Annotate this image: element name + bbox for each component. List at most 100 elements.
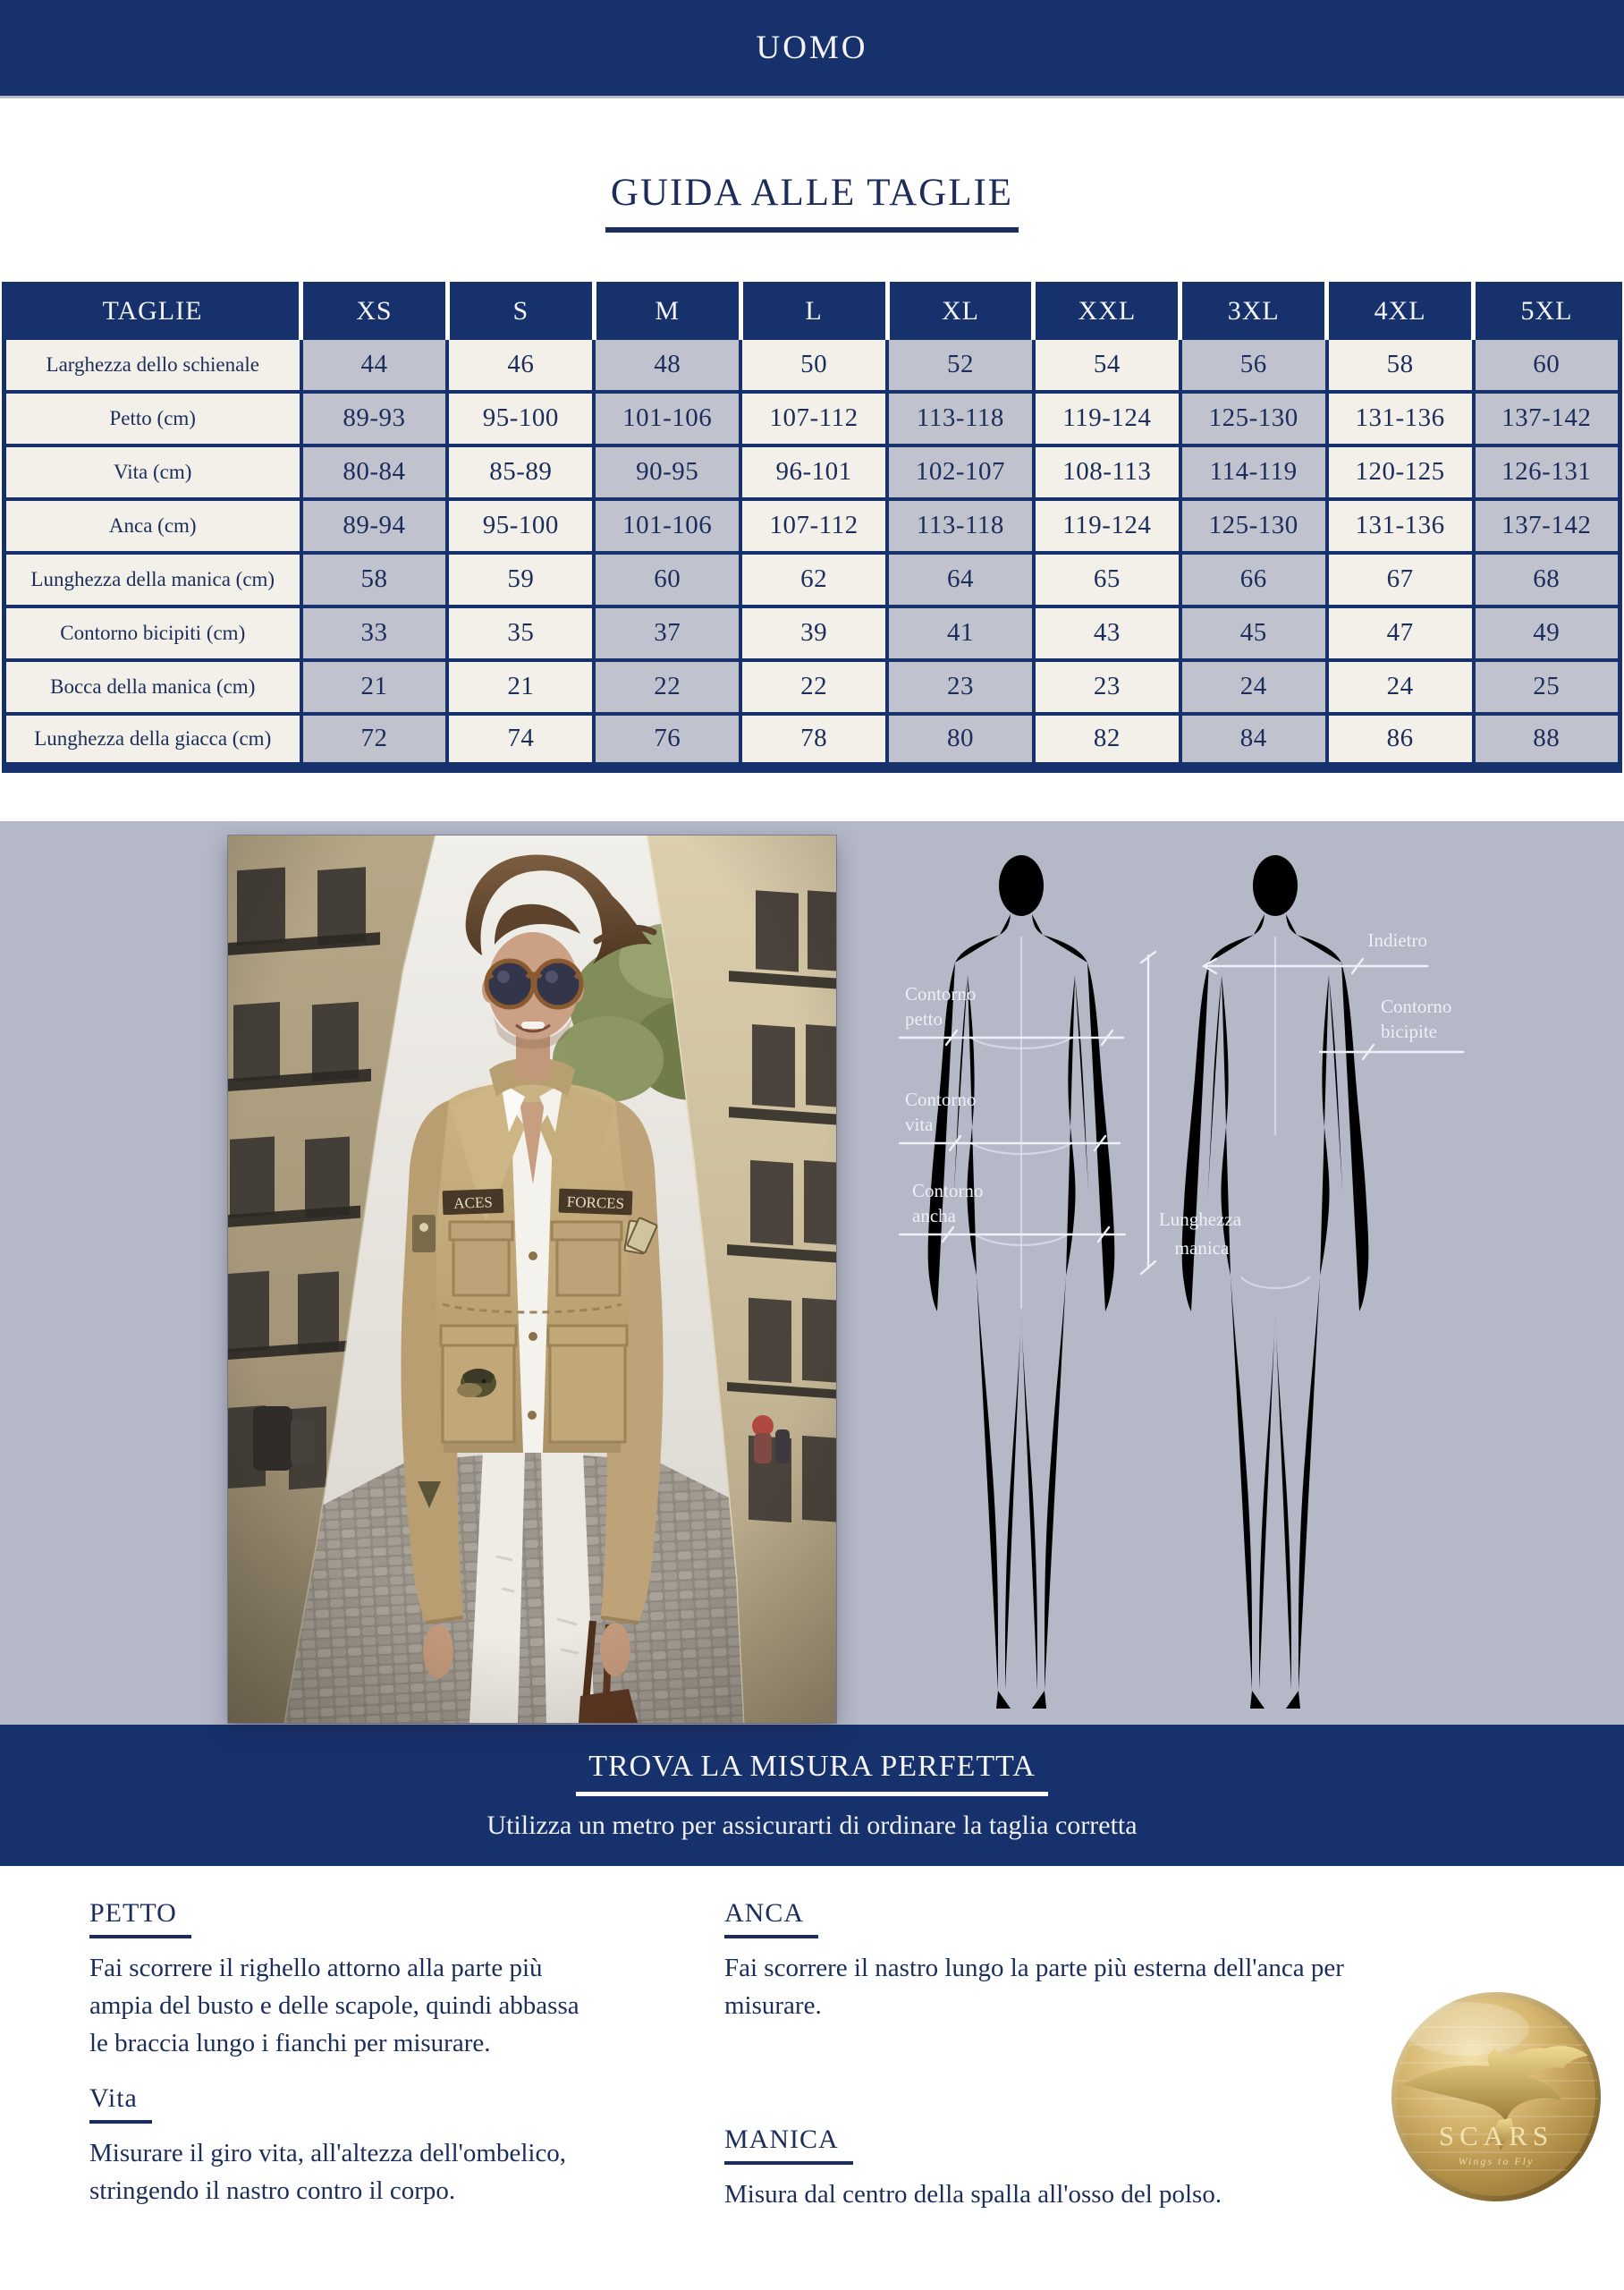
size-value-cell: 50: [739, 335, 889, 394]
size-value-cell: 35: [445, 604, 596, 662]
size-value-cell: 96-101: [739, 443, 889, 501]
size-value-cell: 23: [885, 657, 1036, 716]
page-title: GUIDA ALLE TAGLIE: [605, 171, 1019, 233]
size-table-row: Larghezza dello schienale 44 46 48 50 52 54 56 5…: [2, 335, 1622, 394]
size-value-cell: 62: [739, 550, 889, 608]
measurement-diagram-svg: Contorno petto Contorno vita Contorno an…: [898, 855, 1465, 1709]
size-table: TAGLIE XS S M L XL XXL 3XL 4XL 5XL Larghezza dell…: [2, 282, 1622, 773]
instruction-hip: ANCA Fai scorrere il nastro lungo la par…: [724, 1898, 1350, 2024]
size-value-cell: 101-106: [592, 496, 743, 555]
size-value-cell: 44: [299, 335, 450, 394]
size-value-cell: 56: [1178, 335, 1329, 394]
measurement-row-label: Larghezza dello schienale: [2, 335, 303, 394]
size-value-cell: 120-125: [1324, 443, 1476, 501]
diagram-label-bicep-2: bicipite: [1381, 1021, 1437, 1042]
size-column-header: XXL: [1031, 282, 1182, 340]
size-value-cell: 113-118: [885, 389, 1036, 447]
size-column-header: M: [591, 282, 743, 340]
size-value-cell: 37: [592, 604, 743, 662]
instruction-chest-heading: PETTO: [89, 1898, 191, 1938]
measurement-row-label: Contorno bicipiti (cm): [2, 604, 303, 662]
diagram-label-waist: Contorno: [905, 1089, 976, 1110]
size-value-cell: 43: [1031, 604, 1182, 662]
instruction-sleeve-text: Misura dal centro della spalla all'osso …: [724, 2180, 1222, 2209]
size-value-cell: 46: [445, 335, 596, 394]
size-column-header: 5XL: [1471, 282, 1622, 340]
size-value-cell: 107-112: [739, 496, 889, 555]
size-value-cell: 78: [739, 711, 889, 769]
logo-shine: [1404, 2002, 1529, 2056]
size-value-cell: 24: [1324, 657, 1476, 716]
size-value-cell: 131-136: [1324, 496, 1476, 555]
size-value-cell: 60: [1471, 335, 1622, 394]
size-value-cell: 47: [1324, 604, 1476, 662]
instruction-waist-heading: Vita: [89, 2083, 152, 2125]
size-value-cell: 68: [1471, 550, 1622, 608]
size-value-cell: 33: [299, 604, 450, 662]
size-value-cell: 119-124: [1031, 496, 1182, 555]
size-table-row: Anca (cm) 89-94 95-100 101-106 107-112 113-11…: [2, 496, 1622, 555]
instruction-hip-text: Fai scorrere il nastro lungo la parte pi…: [724, 1954, 1344, 2021]
size-value-cell: 59: [445, 550, 596, 608]
visual-section: ACES FORCES: [0, 821, 1624, 1725]
size-value-cell: 84: [1178, 711, 1329, 769]
size-value-cell: 107-112: [739, 389, 889, 447]
size-value-cell: 131-136: [1324, 389, 1476, 447]
size-value-cell: 76: [592, 711, 743, 769]
size-table-row: Lunghezza della giacca (cm) 72 74 76 78 80 82 8…: [2, 711, 1622, 769]
instruction-waist: Vita Misurare il giro vita, all'altezza …: [89, 2083, 604, 2209]
instructions-right-column: ANCA Fai scorrere il nastro lungo la par…: [724, 1898, 1350, 2213]
size-value-cell: 80: [885, 711, 1036, 769]
model-photo-illustration: ACES FORCES: [228, 835, 836, 1723]
size-value-cell: 74: [445, 711, 596, 769]
category-title: UOMO: [756, 30, 868, 66]
size-value-cell: 54: [1031, 335, 1182, 394]
size-value-cell: 85-89: [445, 443, 596, 501]
size-table-body: Larghezza dello schienale 44 46 48 50 52 54 56 5…: [2, 335, 1622, 769]
size-value-cell: 60: [592, 550, 743, 608]
size-value-cell: 72: [299, 711, 450, 769]
size-value-cell: 22: [739, 657, 889, 716]
size-value-cell: 21: [445, 657, 596, 716]
size-value-cell: 21: [299, 657, 450, 716]
model-photo: ACES FORCES: [228, 835, 836, 1723]
size-value-cell: 41: [885, 604, 1036, 662]
size-table-row: Contorno bicipiti (cm) 33 35 37 39 41 43 45 47 49: [2, 604, 1622, 662]
size-column-header: XL: [884, 282, 1036, 340]
size-value-cell: 24: [1178, 657, 1329, 716]
size-value-cell: 108-113: [1031, 443, 1182, 501]
instruction-sleeve-heading: MANICA: [724, 2125, 853, 2166]
size-value-cell: 58: [299, 550, 450, 608]
title-section: GUIDA ALLE TAGLIE: [0, 98, 1624, 282]
size-table-row: Lunghezza della manica (cm) 58 59 60 62 64 65 6…: [2, 550, 1622, 608]
logo-brand-text: SCARS: [1439, 2120, 1553, 2151]
table-section: TAGLIE XS S M L XL XXL 3XL 4XL 5XL Larghezza dell…: [0, 282, 1624, 821]
size-value-cell: 88: [1471, 711, 1622, 769]
size-value-cell: 137-142: [1471, 389, 1622, 447]
size-value-cell: 65: [1031, 550, 1182, 608]
measurement-row-label: Lunghezza della giacca (cm): [2, 711, 303, 769]
photo-vignette: [228, 835, 836, 1723]
size-value-cell: 90-95: [592, 443, 743, 501]
body-back-outline: [1181, 855, 1369, 1709]
measurement-row-label: Petto (cm): [2, 389, 303, 447]
size-value-cell: 52: [885, 335, 1036, 394]
size-value-cell: 39: [739, 604, 889, 662]
size-value-cell: 125-130: [1178, 389, 1329, 447]
instruction-chest: PETTO Fai scorrere il righello attorno a…: [89, 1898, 604, 2062]
banner-subtitle: Utilizza un metro per assicurarti di ord…: [486, 1811, 1138, 1840]
diagram-label-bicep: Contorno: [1381, 996, 1451, 1017]
diagram-label-back: Indietro: [1368, 929, 1427, 951]
size-column-header: L: [738, 282, 889, 340]
diagram-label-sleeve-2: manica: [1175, 1237, 1230, 1259]
diagram-label-hip: Contorno: [912, 1180, 983, 1201]
brand-logo: SCARS Wings to Fly: [1384, 1982, 1608, 2206]
size-value-cell: 23: [1031, 657, 1182, 716]
measurement-row-label: Anca (cm): [2, 496, 303, 555]
size-column-header: 3XL: [1178, 282, 1329, 340]
logo-tagline-text: Wings to Fly: [1459, 2155, 1535, 2167]
size-value-cell: 64: [885, 550, 1036, 608]
size-value-cell: 113-118: [885, 496, 1036, 555]
size-value-cell: 22: [592, 657, 743, 716]
